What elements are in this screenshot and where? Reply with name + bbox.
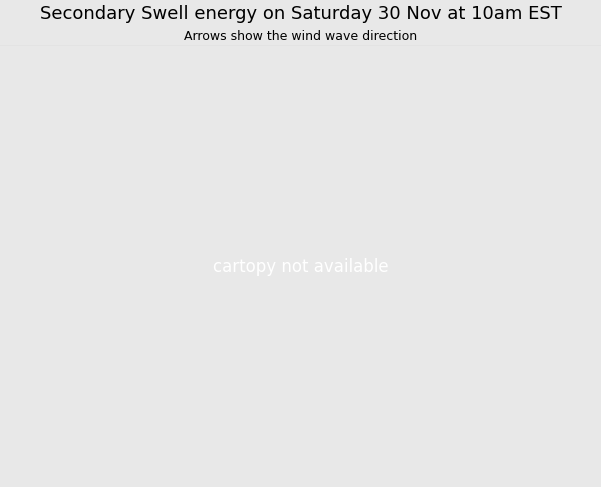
Text: Arrows show the wind wave direction: Arrows show the wind wave direction	[184, 30, 417, 43]
Text: Secondary Swell energy on Saturday 30 Nov at 10am EST: Secondary Swell energy on Saturday 30 No…	[40, 5, 561, 23]
Text: cartopy not available: cartopy not available	[213, 258, 388, 276]
